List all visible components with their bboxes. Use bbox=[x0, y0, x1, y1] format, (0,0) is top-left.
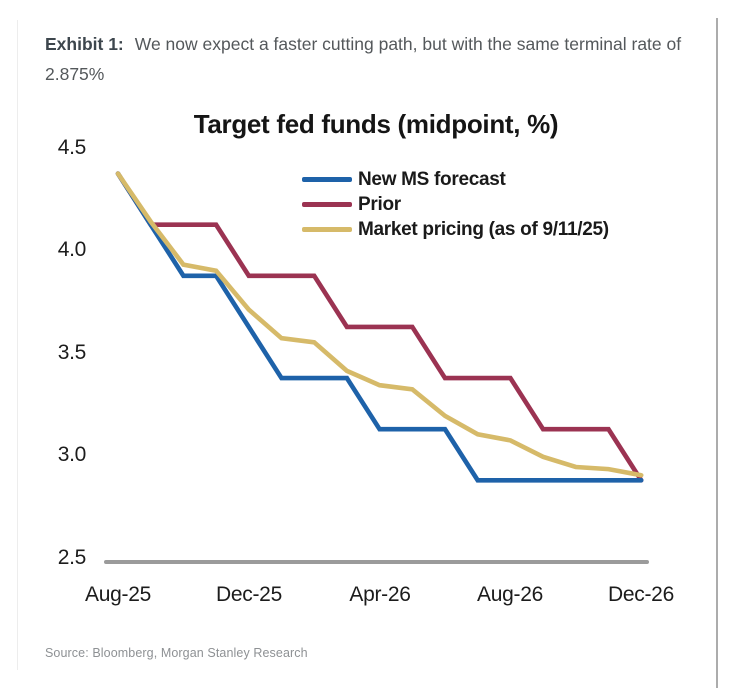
legend-item-new-ms-forecast: New MS forecast bbox=[302, 167, 609, 192]
legend-label-prior: Prior bbox=[358, 193, 401, 215]
column-divider-line bbox=[716, 18, 718, 688]
x-axis-tick-aug-25: Aug-25 bbox=[85, 583, 151, 606]
exhibit-header: Exhibit 1: We now expect a faster cutting… bbox=[45, 29, 693, 89]
chart-legend: New MS forecast Prior Market pricing (as… bbox=[302, 167, 609, 242]
page-edge-line bbox=[17, 20, 18, 670]
x-axis-tick-dec-25: Dec-25 bbox=[216, 583, 282, 606]
legend-swatch-prior-icon bbox=[302, 202, 352, 207]
series-line-prior bbox=[115, 171, 644, 483]
y-axis-tick-4.5: 4.5 bbox=[57, 136, 87, 159]
x-axis-tick-aug-26: Aug-26 bbox=[477, 583, 543, 606]
exhibit-label: Exhibit 1: bbox=[45, 34, 124, 54]
x-axis-tick-apr-26: Apr-26 bbox=[349, 583, 411, 606]
x-axis-line bbox=[104, 560, 649, 564]
source-note: Source: Bloomberg, Morgan Stanley Resear… bbox=[45, 646, 308, 660]
y-axis-tick-4.0: 4.0 bbox=[57, 238, 87, 261]
series-line-new-ms-forecast bbox=[115, 171, 644, 483]
x-axis-tick-dec-26: Dec-26 bbox=[608, 583, 674, 606]
legend-swatch-market-pricing-icon bbox=[302, 227, 352, 232]
y-axis-tick-2.5: 2.5 bbox=[57, 546, 87, 569]
legend-item-prior: Prior bbox=[302, 192, 609, 217]
chart-title: Target fed funds (midpoint, %) bbox=[193, 109, 559, 139]
legend-swatch-new-ms-forecast-icon bbox=[302, 177, 352, 182]
y-axis-tick-3.0: 3.0 bbox=[57, 443, 87, 466]
y-axis-tick-3.5: 3.5 bbox=[57, 341, 87, 364]
legend-label-market-pricing: Market pricing (as of 9/11/25) bbox=[358, 218, 609, 240]
legend-label-new-ms-forecast: New MS forecast bbox=[358, 168, 506, 190]
legend-item-market-pricing: Market pricing (as of 9/11/25) bbox=[302, 217, 609, 242]
series-line-market-pricing bbox=[115, 171, 644, 478]
exhibit-title-text: We now expect a faster cutting path, but… bbox=[45, 34, 682, 84]
